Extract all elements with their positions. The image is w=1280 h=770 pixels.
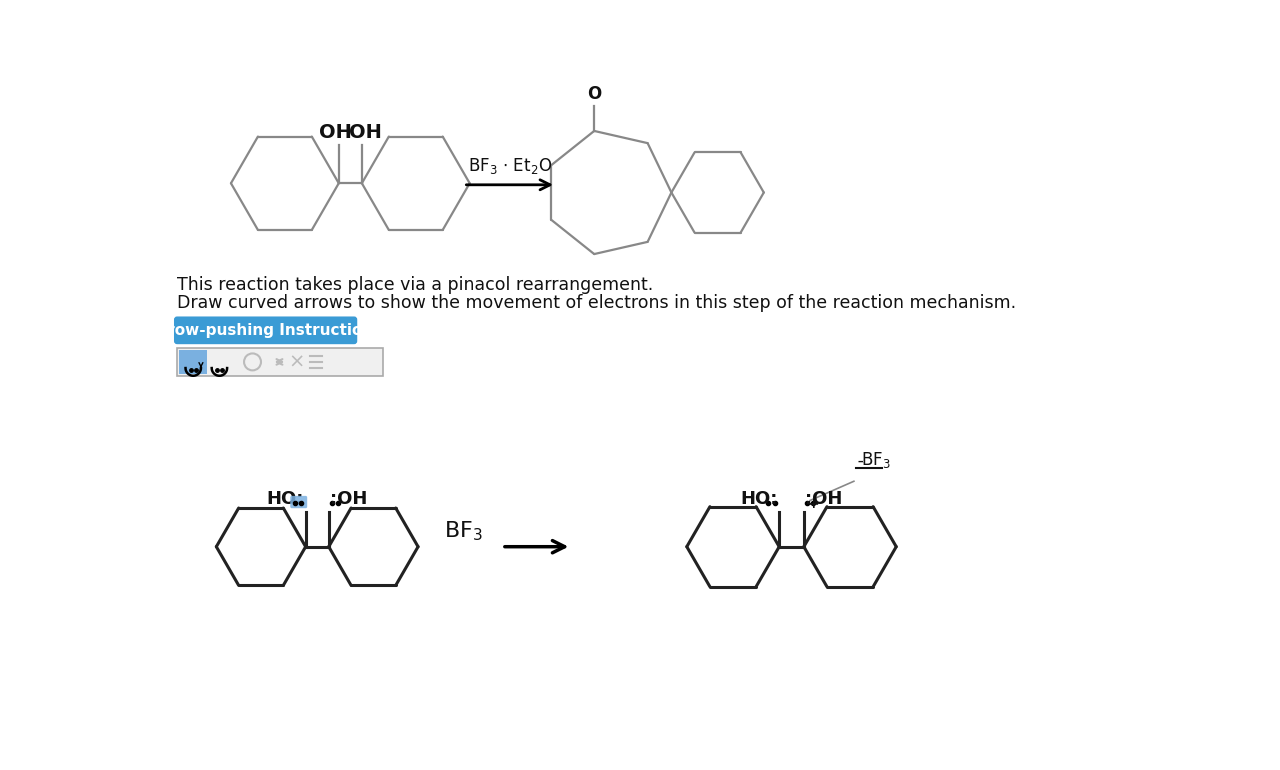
Text: Arrow-pushing Instructions: Arrow-pushing Instructions: [148, 323, 383, 338]
Text: OH: OH: [348, 122, 381, 142]
Text: Draw curved arrows to show the movement of electrons in this step of the reactio: Draw curved arrows to show the movement …: [177, 294, 1016, 312]
Text: BF$_3$: BF$_3$: [444, 520, 483, 543]
Text: OH: OH: [319, 122, 352, 142]
Text: :OH: :OH: [805, 490, 842, 508]
FancyBboxPatch shape: [291, 496, 307, 508]
Text: :OH: :OH: [330, 490, 367, 508]
Text: HO:: HO:: [266, 490, 305, 508]
Text: $\bar{\,}$BF$_3$: $\bar{\,}$BF$_3$: [858, 450, 891, 470]
Text: ×: ×: [288, 353, 305, 371]
Text: O: O: [588, 85, 602, 103]
Text: HO:: HO:: [740, 490, 778, 508]
Text: +: +: [808, 497, 819, 511]
Bar: [177, 348, 384, 376]
FancyBboxPatch shape: [174, 316, 357, 344]
Text: BF$_3$ $\cdot$ Et$_2$O: BF$_3$ $\cdot$ Et$_2$O: [467, 156, 552, 176]
Text: This reaction takes place via a pinacol rearrangement.: This reaction takes place via a pinacol …: [177, 276, 653, 293]
Bar: [179, 350, 207, 374]
